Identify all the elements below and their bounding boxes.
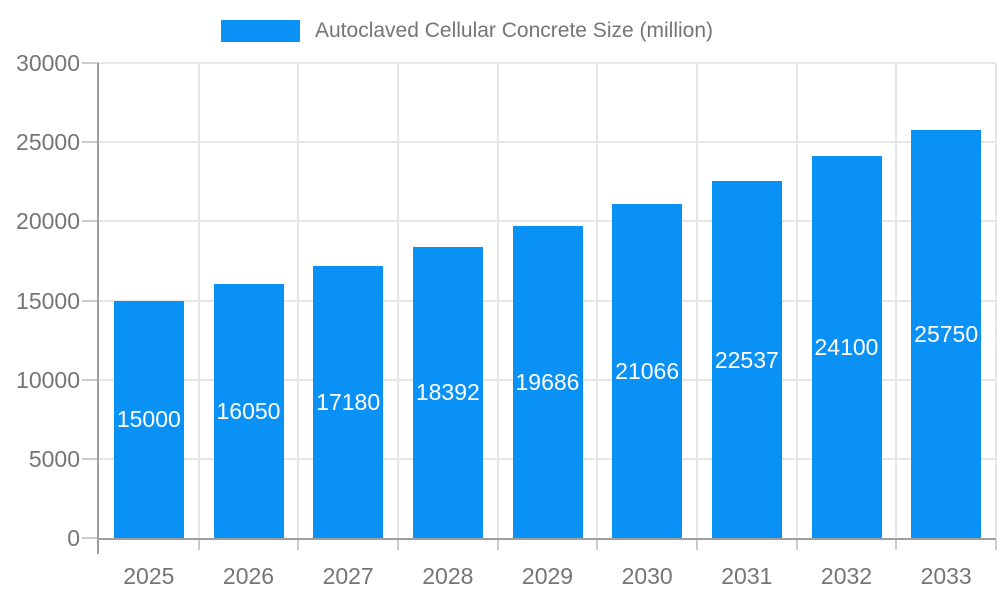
x-tick — [297, 540, 300, 550]
x-tick-label: 2025 — [123, 563, 175, 589]
bar-2029 — [512, 226, 583, 538]
x-tick — [895, 540, 898, 550]
bar-value-label: 17180 — [316, 388, 381, 415]
y-tick-label: 5000 — [28, 445, 80, 472]
bar-value-label: 25750 — [914, 321, 979, 348]
x-tick — [496, 540, 499, 550]
bar-value-label: 19686 — [515, 369, 580, 396]
x-tick — [995, 540, 997, 550]
bar-value-label: 24100 — [814, 334, 879, 361]
bar-2025 — [113, 300, 184, 538]
y-tick-label: 30000 — [16, 50, 80, 76]
h-gridline — [99, 220, 996, 223]
bar-2031 — [711, 181, 782, 538]
v-gridline — [995, 63, 997, 538]
x-tick-label: 2033 — [920, 563, 972, 589]
y-tick-label: 0 — [67, 525, 80, 551]
y-axis-line — [97, 63, 99, 554]
bar-value-label: 21066 — [615, 358, 680, 385]
h-gridline — [99, 62, 996, 64]
x-tick-label: 2029 — [521, 563, 574, 589]
y-tick — [82, 220, 99, 223]
x-tick-label: 2030 — [621, 563, 673, 589]
bar-value-label: 18392 — [415, 379, 480, 406]
x-tick-label: 2031 — [721, 563, 773, 589]
y-tick — [82, 378, 99, 381]
bar-2027 — [313, 265, 384, 538]
y-tick — [82, 62, 99, 64]
bar-2033 — [911, 130, 982, 538]
x-tick — [795, 540, 798, 550]
bar-2028 — [412, 246, 483, 538]
bar-2026 — [213, 283, 284, 538]
y-tick-label: 20000 — [16, 208, 80, 235]
x-tick — [397, 540, 399, 550]
bar-2032 — [811, 156, 882, 538]
y-tick-label: 15000 — [16, 287, 80, 314]
x-axis-line — [97, 538, 996, 540]
y-tick-label: 25000 — [16, 129, 80, 156]
legend-item[interactable]: Autoclaved Cellular Concrete Size (milli… — [221, 18, 713, 44]
x-tick-label: 2032 — [820, 563, 873, 589]
y-tick — [82, 537, 99, 539]
x-tick-label: 2027 — [322, 563, 374, 589]
bar-value-label: 22537 — [714, 346, 779, 373]
x-tick — [596, 540, 599, 550]
x-tick — [696, 540, 698, 550]
h-gridline — [99, 141, 996, 144]
x-tick — [197, 540, 200, 550]
x-tick-label: 2026 — [222, 563, 275, 589]
x-tick-label: 2028 — [422, 563, 474, 589]
bar-2030 — [612, 204, 683, 538]
legend-label: Autoclaved Cellular Concrete Size (milli… — [315, 19, 713, 42]
bar-value-label: 15000 — [116, 406, 181, 433]
y-tick — [82, 299, 99, 302]
y-tick — [82, 141, 99, 144]
bar-value-label: 16050 — [216, 397, 281, 424]
y-tick — [82, 457, 99, 460]
y-tick-label: 10000 — [16, 366, 80, 393]
legend-swatch — [221, 20, 300, 42]
